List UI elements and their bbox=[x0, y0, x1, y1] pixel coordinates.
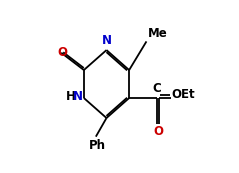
Text: OEt: OEt bbox=[172, 88, 196, 101]
Text: Ph: Ph bbox=[89, 139, 106, 152]
Text: H: H bbox=[66, 90, 76, 103]
Text: C: C bbox=[153, 82, 162, 95]
Text: O: O bbox=[153, 125, 163, 138]
Text: Me: Me bbox=[148, 27, 168, 40]
Text: N: N bbox=[73, 90, 83, 103]
Text: O: O bbox=[57, 46, 67, 59]
Text: N: N bbox=[102, 34, 112, 47]
